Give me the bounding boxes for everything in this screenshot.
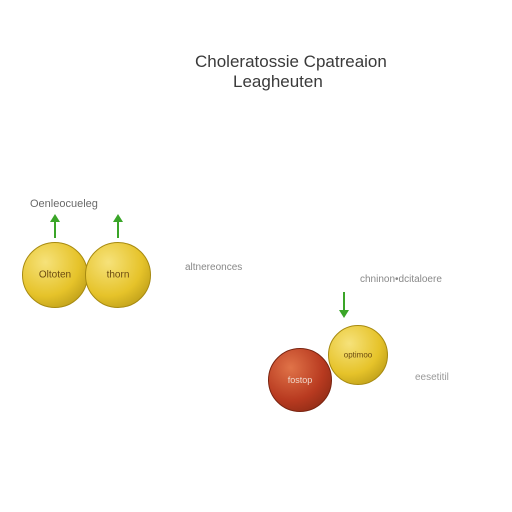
- label-bottom-right: eesetitil: [415, 372, 449, 383]
- sphere-left-b-label: thorn: [86, 270, 150, 281]
- diagram-canvas: Choleratossie Cpatreaion Leagheuten Oenl…: [0, 0, 512, 512]
- sphere-left-a: Oltoten: [22, 242, 88, 308]
- sphere-left-b: thorn: [85, 242, 151, 308]
- label-left-top: Oenleocueleg: [30, 198, 98, 210]
- sphere-right-red-label: fostop: [269, 375, 331, 385]
- title-line-2: Leagheuten: [233, 72, 323, 92]
- sphere-right-yellow: optimoo: [328, 325, 388, 385]
- title-line-1: Choleratossie Cpatreaion: [195, 52, 387, 72]
- sphere-right-red: fostop: [268, 348, 332, 412]
- label-far-right: chninon•dcitaloere: [360, 274, 442, 285]
- label-mid-right: altnereonces: [185, 262, 242, 273]
- sphere-right-yellow-label: optimoo: [329, 351, 387, 360]
- sphere-left-a-label: Oltoten: [23, 270, 87, 281]
